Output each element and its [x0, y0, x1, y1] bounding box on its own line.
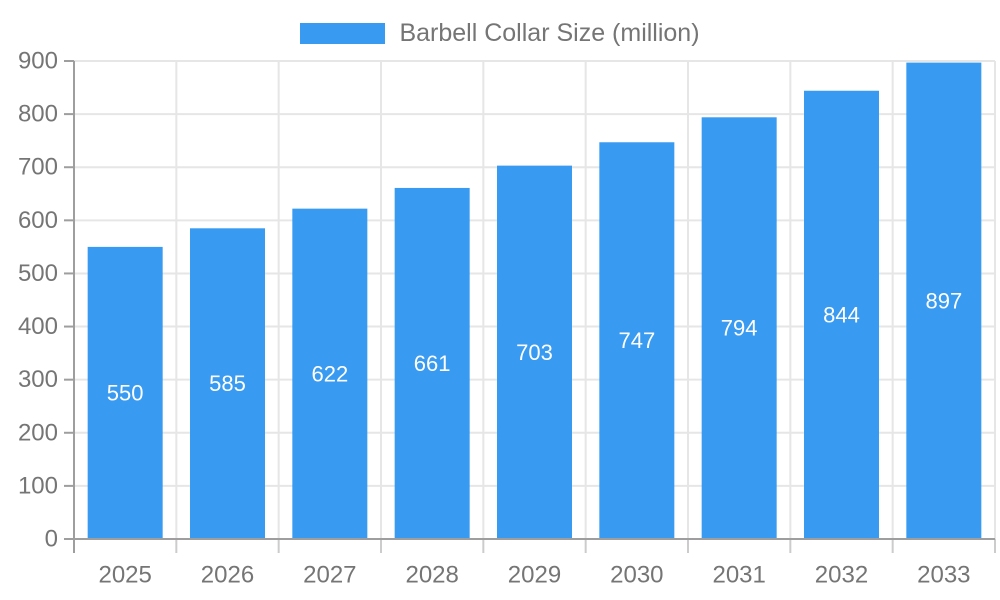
x-axis-label: 2026 [201, 562, 254, 589]
bar-value-label: 897 [925, 288, 962, 313]
x-axis-label: 2029 [508, 562, 561, 589]
x-axis-label: 2025 [98, 562, 151, 589]
y-axis-label: 500 [18, 260, 58, 287]
y-axis-label: 900 [18, 48, 58, 75]
bar-value-label: 622 [311, 361, 348, 386]
bar-value-label: 844 [823, 302, 860, 327]
y-axis-label: 300 [18, 366, 58, 393]
bar-value-label: 585 [209, 371, 246, 396]
bar-value-label: 703 [516, 340, 553, 365]
y-axis-label: 200 [18, 419, 58, 446]
bar[interactable] [87, 246, 163, 539]
bar[interactable] [599, 142, 675, 539]
x-axis-label: 2028 [405, 562, 458, 589]
bar[interactable] [701, 117, 777, 539]
legend-series-label: Barbell Collar Size (million) [399, 18, 700, 47]
x-axis-label: 2032 [815, 562, 868, 589]
bar[interactable] [804, 90, 879, 540]
bar[interactable] [906, 62, 982, 540]
y-axis-label: 100 [18, 472, 58, 499]
bar-value-label: 747 [618, 328, 655, 353]
bar[interactable] [394, 187, 470, 540]
x-axis-label: 2033 [917, 562, 970, 589]
legend-item[interactable]: Barbell Collar Size (million) [300, 18, 700, 48]
bar[interactable] [190, 228, 265, 540]
x-axis-label: 2031 [712, 562, 765, 589]
y-axis-label: 700 [18, 154, 58, 181]
x-axis-label: 2027 [303, 562, 356, 589]
bar[interactable] [497, 165, 572, 539]
y-axis-label: 0 [45, 526, 58, 553]
y-axis-label: 400 [18, 313, 58, 340]
legend-color-swatch [300, 22, 386, 44]
bar-value-label: 794 [721, 316, 758, 341]
x-axis-label: 2030 [610, 562, 663, 589]
bar[interactable] [292, 208, 368, 539]
bar-value-label: 550 [107, 380, 144, 405]
chart-legend: Barbell Collar Size (million) [0, 17, 1000, 49]
y-axis-label: 800 [18, 101, 58, 128]
bar-value-label: 661 [414, 351, 451, 376]
y-axis-label: 600 [18, 207, 58, 234]
